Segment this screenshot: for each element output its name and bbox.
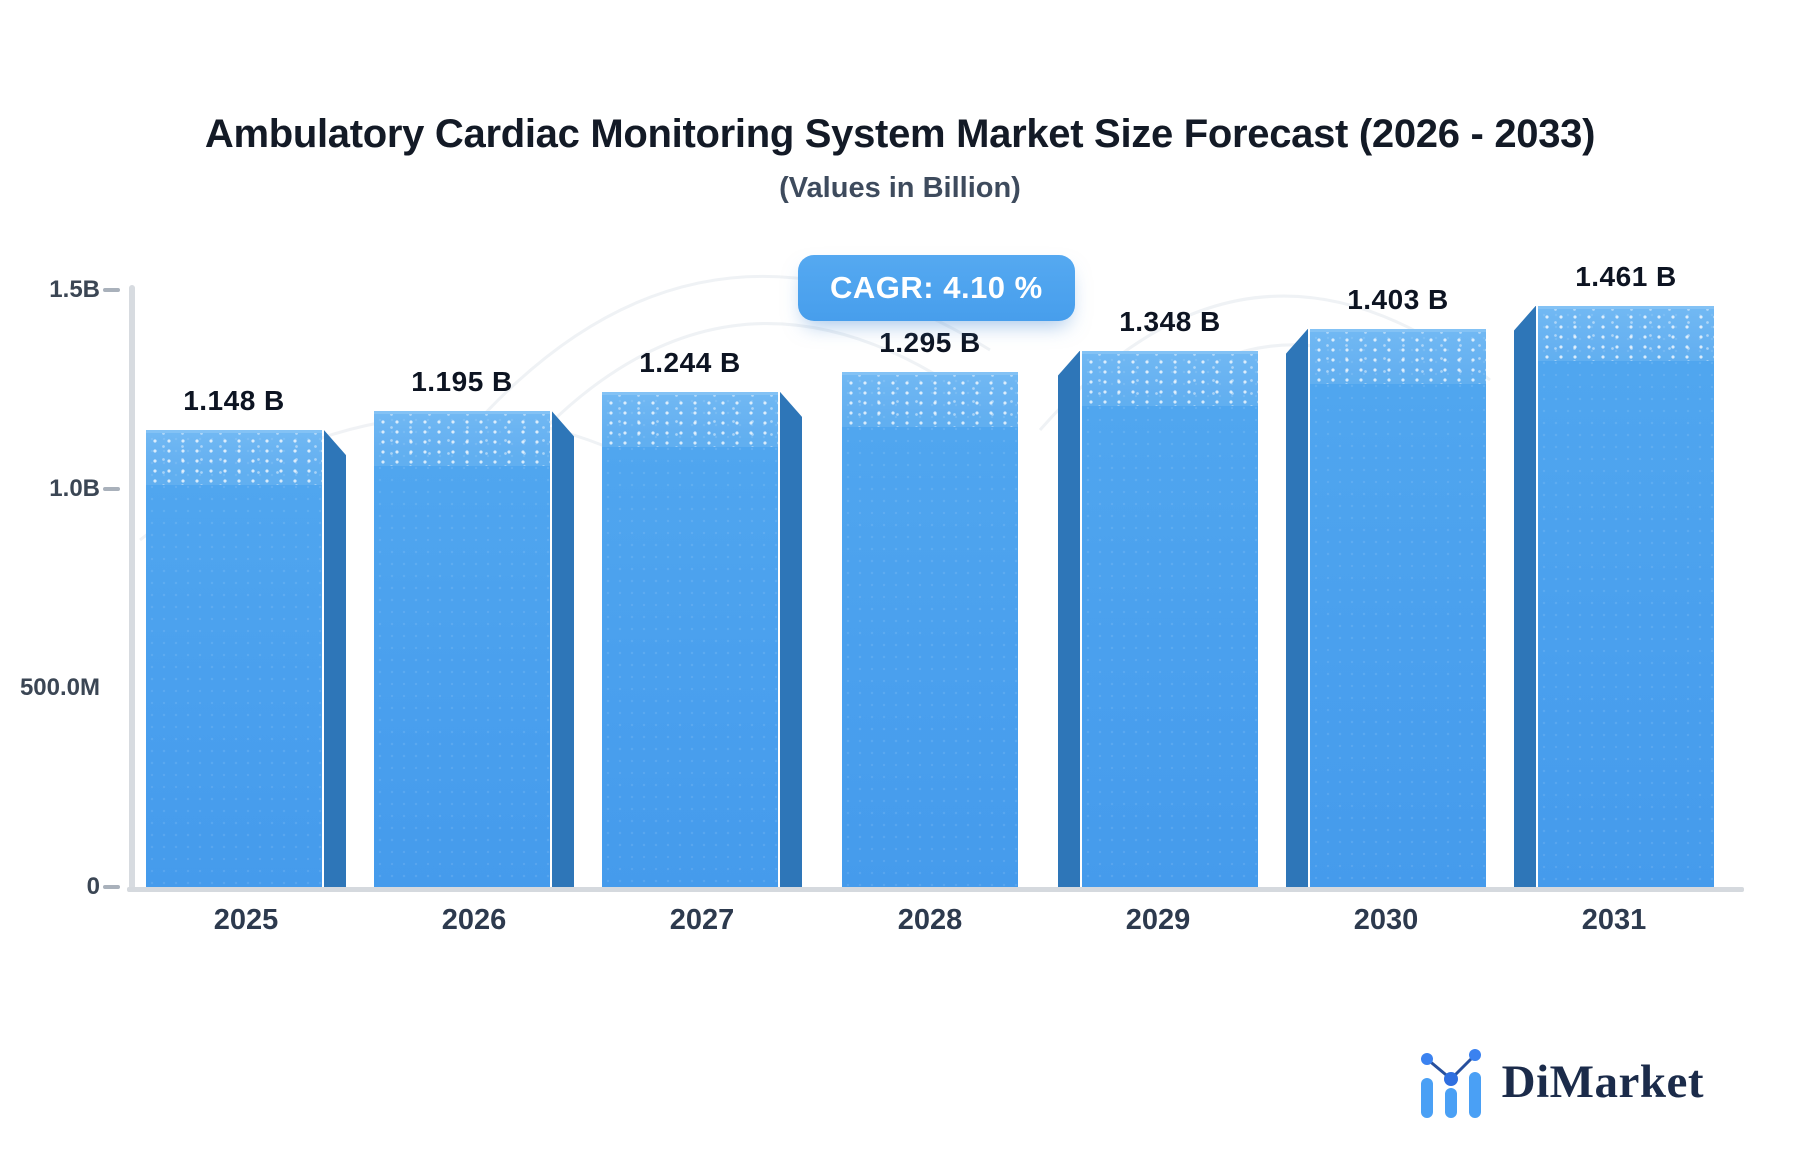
bar-face xyxy=(1310,328,1486,888)
y-tick-dash xyxy=(103,288,120,292)
x-axis-label: 2028 xyxy=(897,904,963,936)
y-tick-label: 1.5B xyxy=(49,276,100,303)
bars-row: 1.148 B 2025 1.195 B 2026 1.244 B 2027 1… xyxy=(146,261,1714,936)
bar-face xyxy=(1082,350,1258,887)
bar-group: 1.403 B 2030 xyxy=(1286,284,1486,936)
bar-chart-trend-icon xyxy=(1420,1049,1481,1118)
bar-3d-side xyxy=(780,391,802,887)
x-axis-line xyxy=(127,887,1744,892)
y-tick-label: 0 xyxy=(86,873,100,900)
bar-value-label: 1.295 B xyxy=(879,326,981,358)
bar-3d-side xyxy=(1058,350,1080,887)
bar-group: 1.348 B 2029 xyxy=(1058,306,1258,936)
chart-subtitle: (Values in Billion) xyxy=(779,172,1021,204)
x-axis-label: 2026 xyxy=(441,904,507,936)
brand-logo: DiMarket xyxy=(1414,1044,1704,1120)
bar-3d-side xyxy=(1286,328,1308,887)
chart-plot-area: 1.148 B 2025 1.195 B 2026 1.244 B 2027 1… xyxy=(20,261,1744,936)
bar-group: 1.295 B 2028 xyxy=(830,327,1030,936)
bar-3d-side xyxy=(324,430,346,887)
bar-face xyxy=(602,391,778,888)
bar-value-label: 1.403 B xyxy=(1347,283,1449,315)
x-axis-label: 2031 xyxy=(1581,904,1647,936)
bar-value-label: 1.348 B xyxy=(1119,305,1221,337)
y-axis-line xyxy=(129,285,135,891)
x-axis-label: 2025 xyxy=(213,904,279,936)
cagr-badge: CAGR: 4.10 % xyxy=(798,255,1075,321)
chart-title: Ambulatory Cardiac Monitoring System Mar… xyxy=(204,112,1596,156)
bar-face xyxy=(374,411,550,887)
bar-value-label: 1.148 B xyxy=(183,385,285,417)
bar-face xyxy=(1538,305,1714,888)
bar-group: 1.461 B 2031 xyxy=(1514,261,1714,936)
bar-3d-side xyxy=(552,411,574,887)
bar-group: 1.148 B 2025 xyxy=(146,385,346,936)
logo-text: DiMarket xyxy=(1501,1056,1704,1108)
y-tick-dash xyxy=(103,885,120,889)
x-axis-label: 2030 xyxy=(1353,904,1419,936)
bar-group: 1.195 B 2026 xyxy=(374,366,574,936)
bar-group: 1.244 B 2027 xyxy=(602,347,802,936)
bar-value-label: 1.461 B xyxy=(1575,260,1677,292)
y-tick-label: 500.0M xyxy=(19,674,100,701)
y-tick-label: 1.0B xyxy=(49,475,100,502)
y-tick-dash xyxy=(103,487,120,491)
bar-3d-side xyxy=(1514,305,1536,887)
bar-face xyxy=(842,371,1018,888)
bar-face xyxy=(146,430,322,887)
bar-value-label: 1.244 B xyxy=(639,346,741,378)
bar-value-label: 1.195 B xyxy=(411,366,513,398)
x-axis-label: 2029 xyxy=(1125,904,1191,936)
x-axis-label: 2027 xyxy=(669,904,735,936)
